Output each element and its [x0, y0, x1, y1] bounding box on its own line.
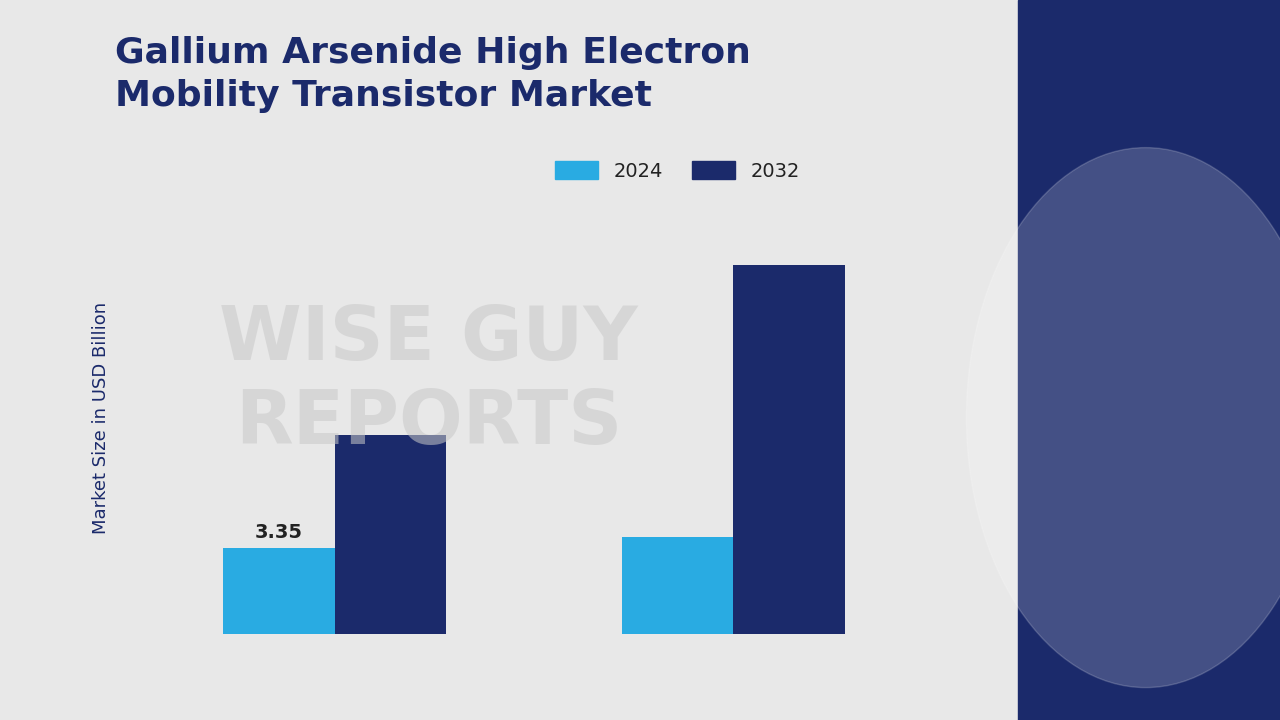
Bar [334, 436, 447, 634]
Legend: 2024, 2032: 2024, 2032 [548, 154, 808, 189]
Text: WISE GUY
REPORTS: WISE GUY REPORTS [219, 303, 639, 460]
Text: 3.35: 3.35 [255, 523, 303, 542]
Bar [622, 537, 733, 634]
Y-axis label: Market Size in USD Billion: Market Size in USD Billion [92, 302, 110, 534]
Text: Gallium Arsenide High Electron
Mobility Transistor Market: Gallium Arsenide High Electron Mobility … [115, 36, 751, 114]
Bar [733, 265, 845, 634]
Bar [223, 549, 334, 634]
